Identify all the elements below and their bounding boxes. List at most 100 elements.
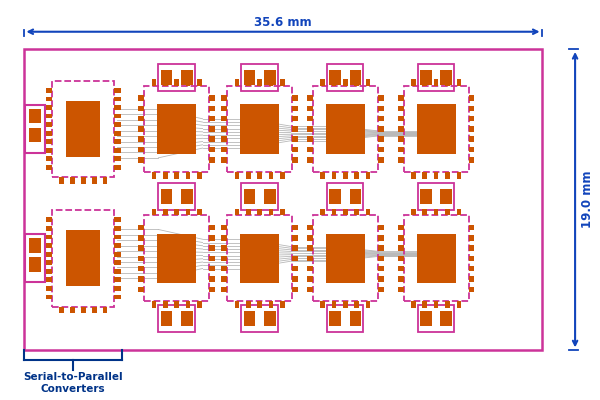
Bar — [307, 126, 313, 132]
Bar — [355, 79, 359, 86]
Bar — [25, 105, 45, 153]
Bar — [307, 266, 313, 272]
Bar — [46, 243, 52, 248]
Bar — [144, 86, 209, 172]
Bar — [139, 245, 144, 251]
Bar — [422, 209, 427, 216]
Bar — [197, 79, 202, 86]
Bar — [326, 104, 365, 154]
Bar — [292, 256, 298, 261]
Bar — [235, 172, 239, 179]
Bar — [59, 177, 64, 184]
Bar — [416, 234, 455, 283]
Bar — [209, 256, 215, 261]
Bar — [115, 294, 121, 299]
Bar — [46, 96, 52, 101]
Bar — [46, 148, 52, 153]
Bar — [115, 122, 121, 127]
Bar — [469, 157, 475, 163]
Bar — [378, 106, 383, 111]
Bar — [469, 286, 475, 292]
Bar — [280, 172, 284, 179]
Bar — [422, 79, 427, 86]
Bar — [445, 172, 450, 179]
Bar — [307, 245, 313, 251]
Bar — [157, 234, 196, 283]
Bar — [418, 305, 454, 332]
Bar — [139, 225, 144, 230]
Bar — [46, 260, 52, 265]
Bar — [469, 95, 475, 101]
Bar — [307, 256, 313, 261]
Bar — [70, 306, 75, 313]
Bar — [241, 305, 278, 332]
Bar — [115, 96, 121, 101]
Bar — [115, 260, 121, 265]
Bar — [209, 286, 215, 292]
Bar — [343, 79, 347, 86]
Bar — [307, 106, 313, 111]
Bar — [209, 225, 215, 230]
Bar — [378, 157, 383, 163]
Bar — [307, 95, 313, 101]
Bar — [269, 301, 273, 308]
Text: 35.6 mm: 35.6 mm — [254, 16, 312, 29]
Bar — [197, 209, 202, 216]
Bar — [115, 278, 121, 282]
Bar — [307, 147, 313, 152]
Bar — [163, 209, 167, 216]
Bar — [46, 294, 52, 299]
Bar — [221, 256, 227, 261]
Bar — [469, 147, 475, 152]
Bar — [23, 49, 542, 350]
Bar — [398, 157, 404, 163]
Bar — [329, 311, 341, 326]
Bar — [307, 235, 313, 240]
Bar — [292, 116, 298, 122]
Bar — [92, 177, 97, 184]
Bar — [280, 209, 284, 216]
Bar — [404, 86, 469, 172]
Bar — [46, 218, 52, 222]
Bar — [292, 266, 298, 272]
Bar — [457, 209, 461, 216]
Bar — [422, 172, 427, 179]
Bar — [46, 165, 52, 170]
Bar — [139, 126, 144, 132]
Bar — [221, 266, 227, 272]
Bar — [398, 225, 404, 230]
Bar — [378, 276, 383, 282]
Bar — [420, 70, 432, 85]
Bar — [241, 183, 278, 210]
Bar — [139, 256, 144, 261]
Bar — [292, 157, 298, 163]
Bar — [139, 147, 144, 152]
Bar — [292, 245, 298, 251]
Bar — [469, 245, 475, 251]
Bar — [366, 172, 370, 179]
Bar — [445, 209, 450, 216]
Bar — [320, 172, 325, 179]
Text: Serial-to-Parallel
Converters: Serial-to-Parallel Converters — [23, 372, 123, 394]
Bar — [378, 225, 383, 230]
Bar — [398, 276, 404, 282]
Bar — [115, 252, 121, 256]
Bar — [257, 172, 262, 179]
Bar — [329, 189, 341, 204]
Bar — [246, 79, 251, 86]
Bar — [221, 147, 227, 152]
Bar — [163, 79, 167, 86]
Bar — [227, 86, 292, 172]
Bar — [209, 266, 215, 272]
Bar — [209, 95, 215, 101]
Bar — [115, 226, 121, 231]
Bar — [366, 209, 370, 216]
Bar — [115, 131, 121, 136]
Bar — [418, 183, 454, 210]
Bar — [378, 286, 383, 292]
Bar — [440, 70, 452, 85]
Bar — [152, 301, 156, 308]
Bar — [46, 269, 52, 274]
Bar — [181, 70, 193, 85]
Bar — [469, 235, 475, 240]
